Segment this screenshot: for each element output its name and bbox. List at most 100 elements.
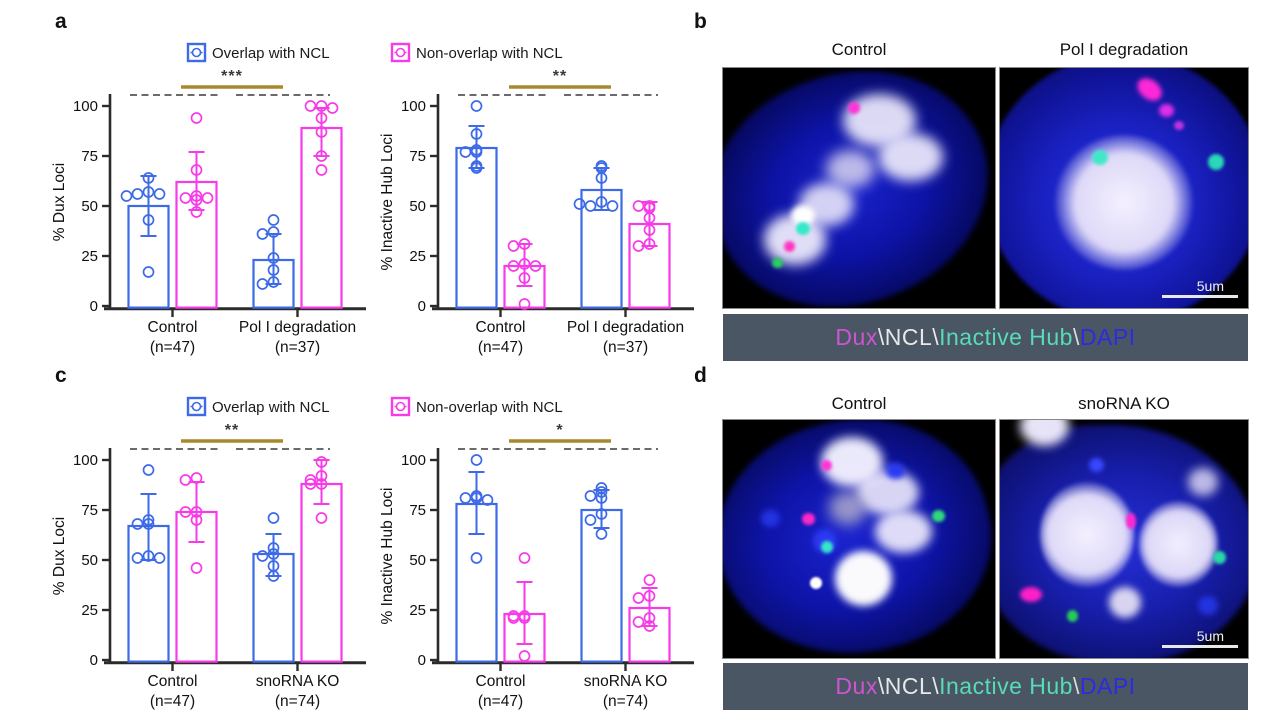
data-point (643, 590, 656, 602)
data-point (643, 574, 656, 586)
data-point (573, 198, 586, 210)
chart-c-inactive-hub-loci: Non-overlap with NCL * 0 25 50 75 100 % Inactiv… (379, 396, 694, 710)
caption-segment: DAPI (1079, 324, 1136, 350)
data-point (142, 266, 155, 278)
data-point (131, 552, 144, 564)
data-point (142, 550, 155, 562)
data-point (142, 214, 155, 226)
y-axis-label: % Dux Loci (51, 517, 68, 595)
micrograph-b-treatment: 5um (999, 67, 1249, 309)
panel-label-a: a (55, 10, 67, 33)
dapi-bright-spot (761, 510, 781, 528)
dapi-bright-spot (886, 462, 906, 480)
data-point (595, 486, 608, 498)
panel-label-d: d (694, 364, 707, 387)
y-axis-label: % Inactive Hub Loci (379, 488, 396, 625)
fish-signal-dux (801, 512, 816, 525)
panel-label-b: b (694, 10, 707, 33)
x-category-label: Pol I degradation (239, 319, 356, 336)
data-point (256, 278, 269, 290)
fish-signal-dux (820, 460, 832, 472)
data-point (190, 112, 203, 124)
x-category-label: (n=47) (478, 339, 523, 356)
data-point (643, 212, 656, 224)
micrograph-title-b-control: Control (831, 40, 887, 59)
legend-label: Non-overlap with NCL (416, 45, 563, 62)
chromatin-blob (875, 510, 933, 554)
data-point (256, 550, 269, 562)
data-point (470, 492, 483, 504)
data-point (131, 518, 144, 530)
y-tick-label: 50 (81, 198, 98, 215)
fish-signal-dux (1158, 104, 1174, 118)
fish-signal-dux (1126, 512, 1137, 530)
data-point (470, 100, 483, 112)
data-point (201, 192, 214, 204)
fish-signal-inactive-hub (820, 541, 834, 554)
y-tick-label: 75 (81, 502, 98, 519)
data-point (142, 518, 155, 530)
x-category-label: (n=47) (150, 693, 195, 710)
data-point (190, 164, 203, 176)
data-point (584, 490, 597, 502)
fish-signal-inactive-hub (796, 221, 811, 235)
data-point (584, 200, 597, 212)
x-category-label: snoRNA KO (256, 673, 340, 690)
fish-signal-dux (848, 101, 861, 114)
x-category-label: (n=37) (275, 339, 320, 356)
data-point (459, 492, 472, 504)
data-point (507, 612, 520, 624)
x-category-label: (n=37) (603, 339, 648, 356)
x-category-label: (n=74) (275, 693, 320, 710)
chromatin-blob (829, 491, 868, 525)
caption-segment: \ (877, 324, 885, 350)
data-point (595, 172, 608, 184)
x-category-label: Control (476, 673, 526, 690)
data-point (595, 196, 608, 208)
data-point (179, 474, 192, 486)
panel-label-c: c (55, 364, 67, 387)
data-point (315, 150, 328, 162)
data-point (153, 188, 166, 200)
ncl-spot (810, 577, 823, 589)
nucleolus (1054, 135, 1194, 270)
y-tick-label: 100 (73, 452, 98, 469)
caption-segment: \ (932, 324, 940, 350)
data-point (315, 100, 328, 112)
data-point (153, 552, 166, 564)
data-point (584, 514, 597, 526)
y-tick-label: 100 (73, 98, 98, 115)
fish-signal-dux (1173, 120, 1184, 131)
data-point (632, 200, 645, 212)
data-point (267, 512, 280, 524)
caption-segment: NCL (884, 324, 933, 350)
fish-signal-dux (1019, 586, 1043, 603)
data-point (315, 512, 328, 524)
data-point (315, 164, 328, 176)
chromatin-blob (791, 204, 816, 227)
data-point (179, 506, 192, 518)
x-category-label: snoRNA KO (584, 673, 668, 690)
x-category-label: Control (148, 673, 198, 690)
data-point (470, 146, 483, 158)
data-point (304, 478, 317, 490)
chromatin-blob (834, 550, 892, 606)
data-point (595, 508, 608, 520)
data-point (304, 474, 317, 486)
data-point (267, 542, 280, 554)
data-point (632, 592, 645, 604)
micrograph-d-control (722, 419, 996, 659)
fish-signal-inactive-hub (771, 257, 783, 269)
chart-c-dux-loci: Overlap with NCL ** 0 25 50 75 100 % Dux Loci Co… (51, 396, 366, 710)
data-point (190, 562, 203, 574)
data-point (518, 272, 531, 284)
fish-signal-inactive-hub (1091, 149, 1108, 166)
data-point (267, 226, 280, 238)
caption-segment: \ (932, 673, 940, 699)
y-tick-label: 50 (409, 198, 426, 215)
y-axis-label: % Dux Loci (51, 163, 68, 241)
fish-signal-dux (784, 240, 796, 252)
significance-stars: * (556, 422, 563, 439)
caption-segment: Dux (835, 673, 878, 699)
data-point (643, 224, 656, 236)
